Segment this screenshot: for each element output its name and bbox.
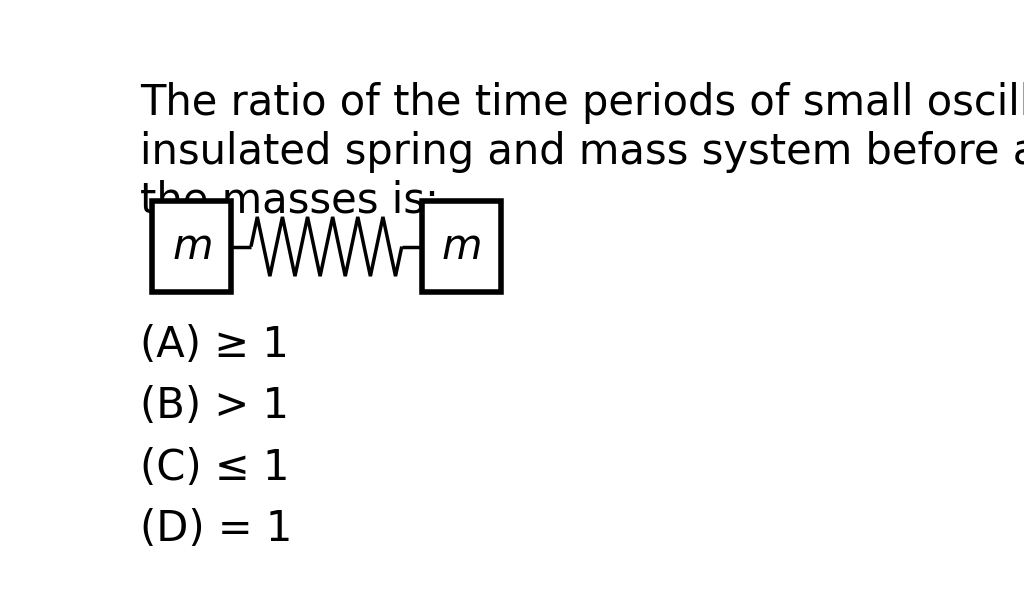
Text: $m$: $m$ [441,226,481,268]
Text: (D) = 1: (D) = 1 [140,508,292,550]
Bar [152,201,231,292]
Text: (A) ≥ 1: (A) ≥ 1 [140,324,289,365]
Text: The ratio of the time periods of small oscillation of the
insulated spring and m: The ratio of the time periods of small o… [140,82,1024,221]
Text: (B) > 1: (B) > 1 [140,385,289,427]
Text: $m$: $m$ [172,226,211,268]
Bar [422,201,501,292]
Text: (C) ≤ 1: (C) ≤ 1 [140,446,290,488]
